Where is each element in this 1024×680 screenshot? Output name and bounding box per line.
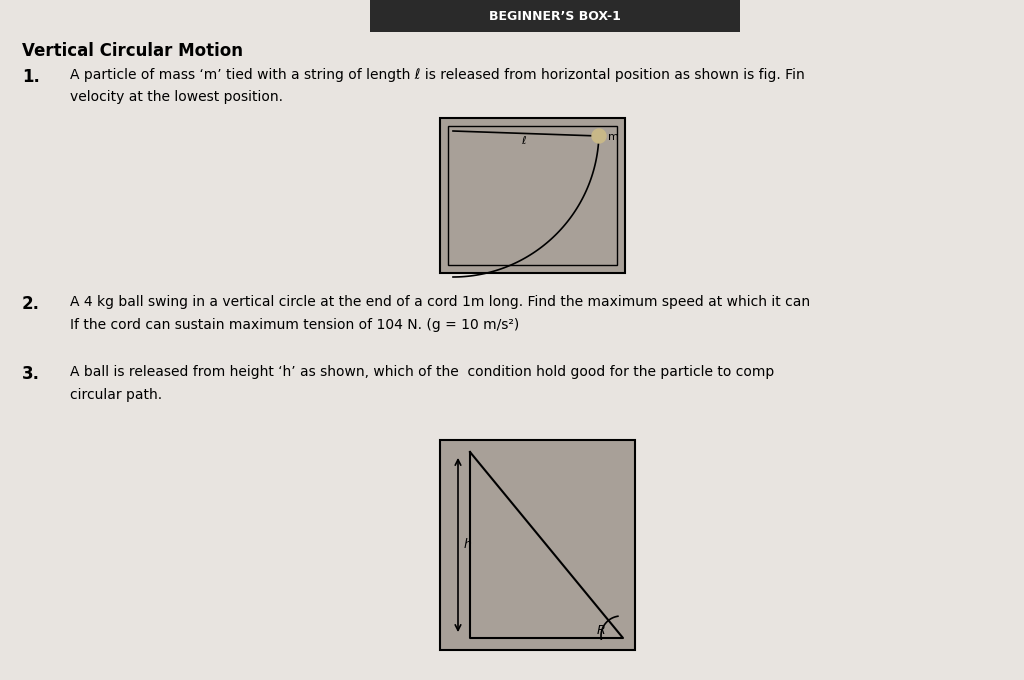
Text: 3.: 3. [22, 365, 40, 383]
Bar [440, 440, 635, 650]
Text: circular path.: circular path. [70, 388, 162, 402]
Text: If the cord can sustain maximum tension of 104 N. (g = 10 m/s²): If the cord can sustain maximum tension … [70, 318, 519, 332]
Text: m: m [608, 132, 618, 142]
Circle shape [592, 129, 606, 143]
Text: h: h [464, 539, 472, 551]
Text: 2.: 2. [22, 295, 40, 313]
Text: A particle of mass ‘m’ tied with a string of length ℓ is released from horizonta: A particle of mass ‘m’ tied with a strin… [70, 68, 805, 82]
Bar [370, 0, 740, 32]
Bar [449, 126, 617, 265]
Text: Vertical Circular Motion: Vertical Circular Motion [22, 42, 243, 60]
Text: ℓ: ℓ [521, 137, 525, 146]
Text: 1.: 1. [22, 68, 40, 86]
Bar [440, 118, 625, 273]
Text: A ball is released from height ‘h’ as shown, which of the  condition hold good f: A ball is released from height ‘h’ as sh… [70, 365, 774, 379]
Text: velocity at the lowest position.: velocity at the lowest position. [70, 90, 283, 104]
Text: A 4 kg ball swing in a vertical circle at the end of a cord 1m long. Find the ma: A 4 kg ball swing in a vertical circle a… [70, 295, 810, 309]
Text: R: R [597, 624, 605, 636]
Text: BEGINNER’S BOX-1: BEGINNER’S BOX-1 [489, 10, 621, 24]
